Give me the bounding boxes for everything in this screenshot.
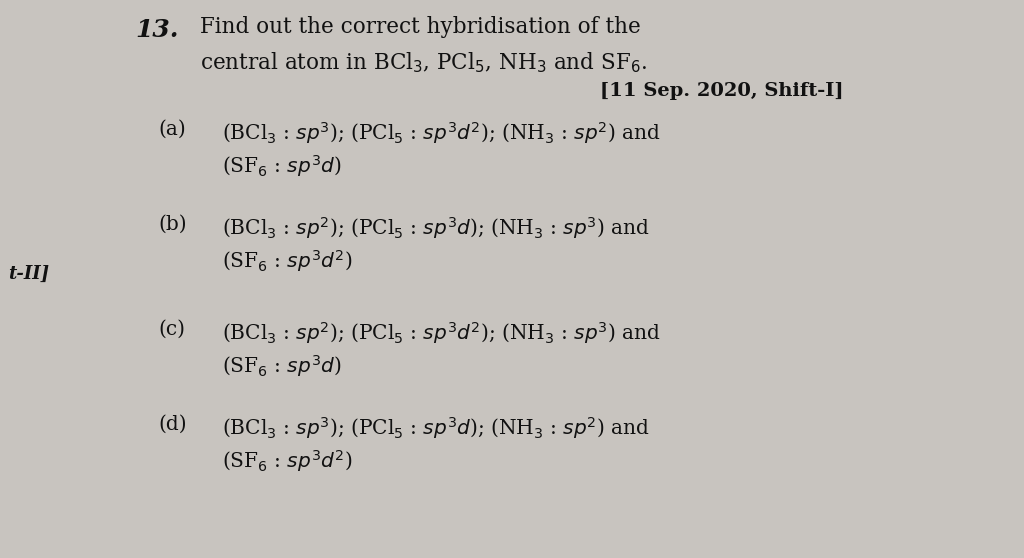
Text: (a): (a): [158, 120, 185, 139]
Text: (BCl$_3$ : $sp^3$); (PCl$_5$ : $sp^3d^2$); (NH$_3$ : $sp^2$) and: (BCl$_3$ : $sp^3$); (PCl$_5$ : $sp^3d^2$…: [222, 120, 660, 146]
Text: (c): (c): [158, 320, 185, 339]
Text: (SF$_6$ : $sp^3d$): (SF$_6$ : $sp^3d$): [222, 153, 342, 179]
Text: (BCl$_3$ : $sp^2$); (PCl$_5$ : $sp^3d^2$); (NH$_3$ : $sp^3$) and: (BCl$_3$ : $sp^2$); (PCl$_5$ : $sp^3d^2$…: [222, 320, 660, 346]
Text: (SF$_6$ : $sp^3d^2$): (SF$_6$ : $sp^3d^2$): [222, 448, 352, 474]
Text: t-II]: t-II]: [8, 265, 49, 283]
Text: [11 Sep. 2020, Shift-I]: [11 Sep. 2020, Shift-I]: [600, 82, 844, 100]
Text: (SF$_6$ : $sp^3d$): (SF$_6$ : $sp^3d$): [222, 353, 342, 379]
Text: central atom in BCl$_3$, PCl$_5$, NH$_3$ and SF$_6$.: central atom in BCl$_3$, PCl$_5$, NH$_3$…: [200, 50, 647, 75]
Text: (SF$_6$ : $sp^3d^2$): (SF$_6$ : $sp^3d^2$): [222, 248, 352, 274]
Text: (BCl$_3$ : $sp^2$); (PCl$_5$ : $sp^3d$); (NH$_3$ : $sp^3$) and: (BCl$_3$ : $sp^2$); (PCl$_5$ : $sp^3d$);…: [222, 215, 650, 241]
Text: 13.: 13.: [135, 18, 178, 42]
Text: (BCl$_3$ : $sp^3$); (PCl$_5$ : $sp^3d$); (NH$_3$ : $sp^2$) and: (BCl$_3$ : $sp^3$); (PCl$_5$ : $sp^3d$);…: [222, 415, 650, 441]
Text: Find out the correct hybridisation of the: Find out the correct hybridisation of th…: [200, 16, 641, 38]
Text: (b): (b): [158, 215, 186, 234]
Text: (d): (d): [158, 415, 186, 434]
